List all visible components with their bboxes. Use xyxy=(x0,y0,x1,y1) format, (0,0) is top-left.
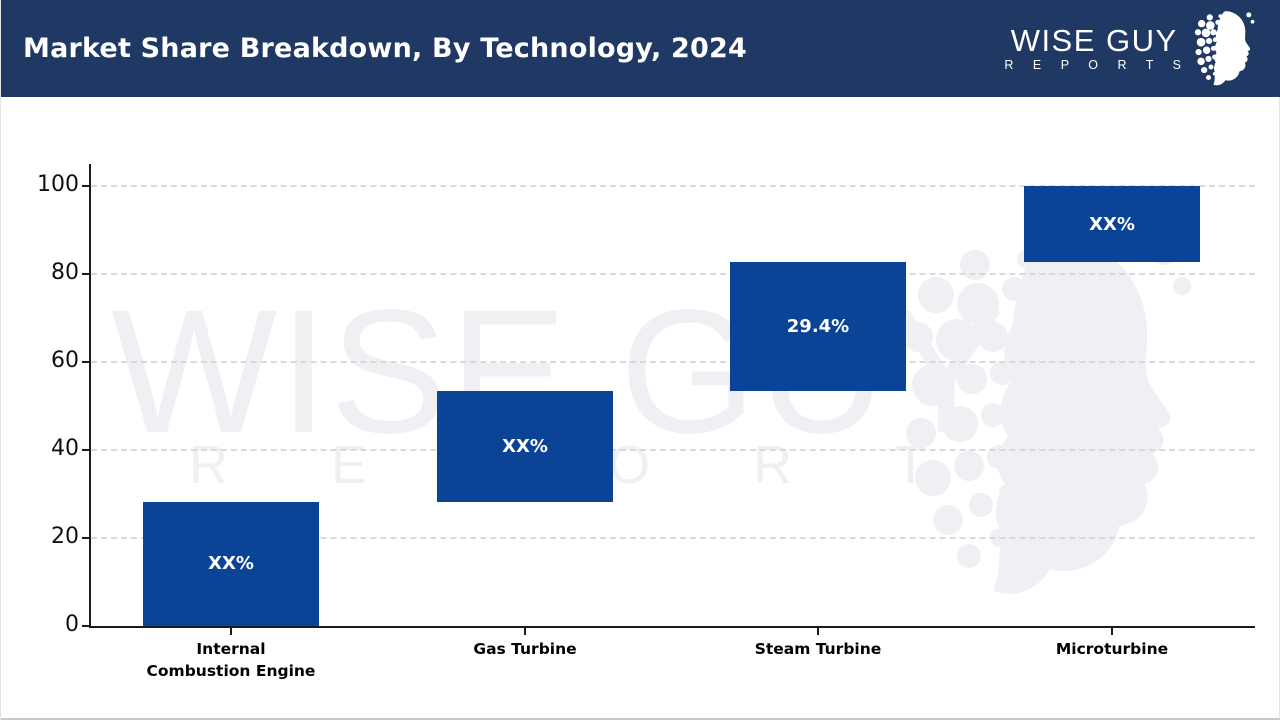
x-axis-tick xyxy=(1111,628,1113,635)
logo-wordmark: WISE GUY xyxy=(1010,23,1178,59)
brand-logo: WISE GUY R E P O R T S xyxy=(999,8,1255,90)
x-axis-category-label: Microturbine xyxy=(1055,640,1169,658)
x-axis-tick xyxy=(230,628,232,635)
x-axis-tick xyxy=(817,628,819,635)
logo-wordmark-block: WISE GUY R E P O R T S xyxy=(999,25,1189,72)
x-axis-category-label: Steam Turbine xyxy=(754,640,882,658)
bar-segment: XX% xyxy=(143,501,319,626)
y-axis-tick-label: 0 xyxy=(65,612,79,637)
bar-value-label: XX% xyxy=(208,553,254,575)
gridline xyxy=(91,185,1255,187)
bar-segment: XX% xyxy=(1024,186,1200,263)
x-axis-line xyxy=(89,626,1255,628)
bar-value-label: XX% xyxy=(1089,213,1135,235)
y-axis-tick xyxy=(82,625,90,627)
y-axis-tick-label: 100 xyxy=(37,172,79,197)
gridline xyxy=(91,273,1255,275)
y-axis-tick xyxy=(82,273,90,275)
watermark-face-icon xyxy=(894,222,1194,614)
logo-subtitle: R E P O R T S xyxy=(1004,58,1189,73)
bar-value-label: XX% xyxy=(502,436,548,458)
gridline xyxy=(91,537,1255,539)
page-title: Market Share Breakdown, By Technology, 2… xyxy=(23,33,748,64)
header-bar: Market Share Breakdown, By Technology, 2… xyxy=(1,0,1280,97)
y-axis-tick-label: 80 xyxy=(51,260,79,285)
bottom-border xyxy=(1,718,1280,720)
x-axis-category-label: Gas Turbine xyxy=(473,640,577,658)
y-axis-tick-label: 20 xyxy=(51,524,79,549)
y-axis-line xyxy=(89,164,91,628)
y-axis-tick-label: 40 xyxy=(51,436,79,461)
y-axis-tick xyxy=(82,537,90,539)
gridline xyxy=(91,361,1255,363)
y-axis-tick xyxy=(82,449,90,451)
x-axis-category-label: Internal Combustion Engine xyxy=(146,640,316,680)
bar-segment: XX% xyxy=(437,391,613,502)
x-axis-tick xyxy=(524,628,526,635)
bar-value-label: 29.4% xyxy=(786,316,850,338)
y-axis-tick xyxy=(82,185,90,187)
y-axis-tick-label: 60 xyxy=(51,348,79,373)
bar-segment: 29.4% xyxy=(730,262,906,392)
gridline xyxy=(91,449,1255,451)
y-axis-tick xyxy=(82,361,90,363)
